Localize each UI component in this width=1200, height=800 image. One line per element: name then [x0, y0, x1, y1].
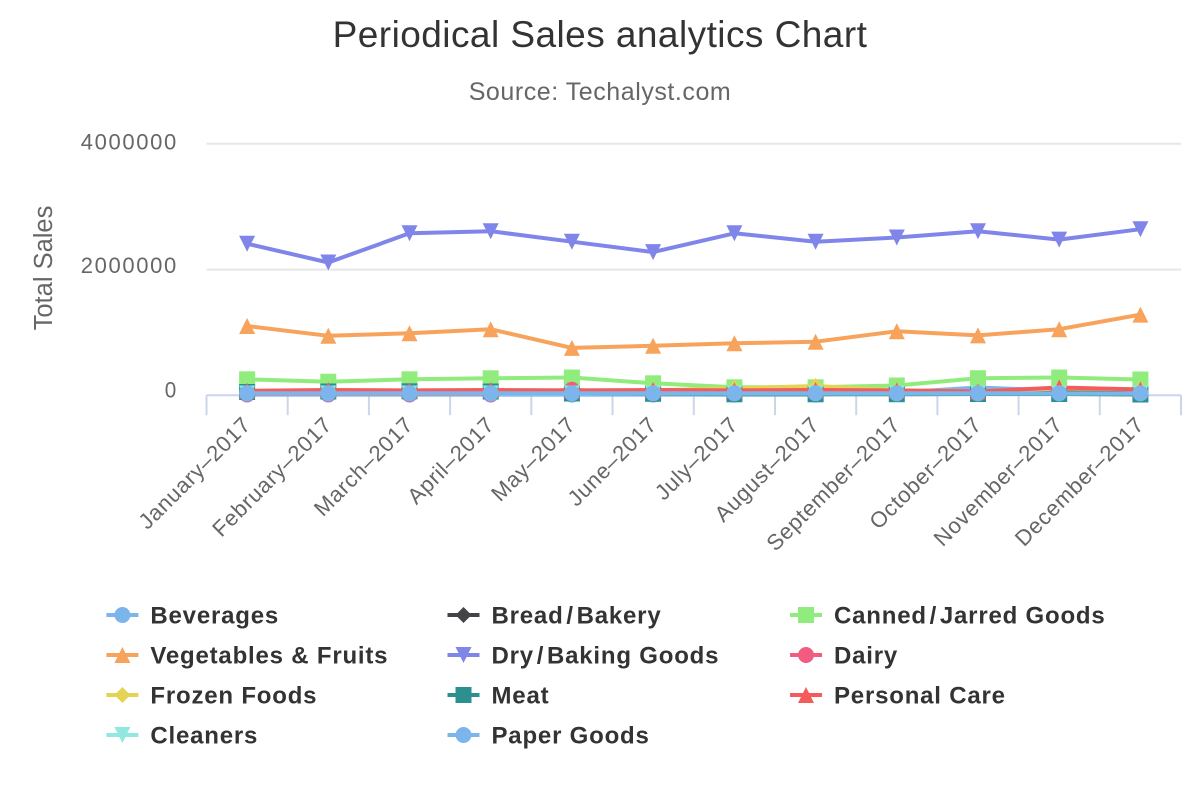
svg-text:Total Sales: Total Sales: [30, 206, 58, 331]
svg-text:Beverages: Beverages: [150, 603, 279, 630]
svg-text:Bread / Bakery: Bread / Bakery: [492, 603, 662, 630]
svg-text:0: 0: [165, 378, 177, 403]
svg-text:Vegetables & Fruits: Vegetables & Fruits: [150, 643, 388, 670]
svg-text:Dry / Baking Goods: Dry / Baking Goods: [492, 643, 720, 670]
svg-text:Paper Goods: Paper Goods: [492, 723, 650, 750]
svg-text:Canned / Jarred Goods: Canned / Jarred Goods: [834, 603, 1106, 630]
svg-text:Periodical Sales analytics Cha: Periodical Sales analytics Chart: [333, 14, 868, 55]
svg-text:Personal Care: Personal Care: [834, 683, 1006, 710]
svg-text:Source: Techalyst.com: Source: Techalyst.com: [469, 78, 732, 106]
svg-text:Dairy: Dairy: [834, 643, 898, 670]
svg-text:2000000: 2000000: [81, 253, 177, 278]
svg-text:Cleaners: Cleaners: [150, 723, 258, 750]
svg-text:Meat: Meat: [492, 683, 550, 710]
svg-text:Frozen Foods: Frozen Foods: [150, 683, 317, 710]
svg-text:4000000: 4000000: [81, 129, 177, 154]
